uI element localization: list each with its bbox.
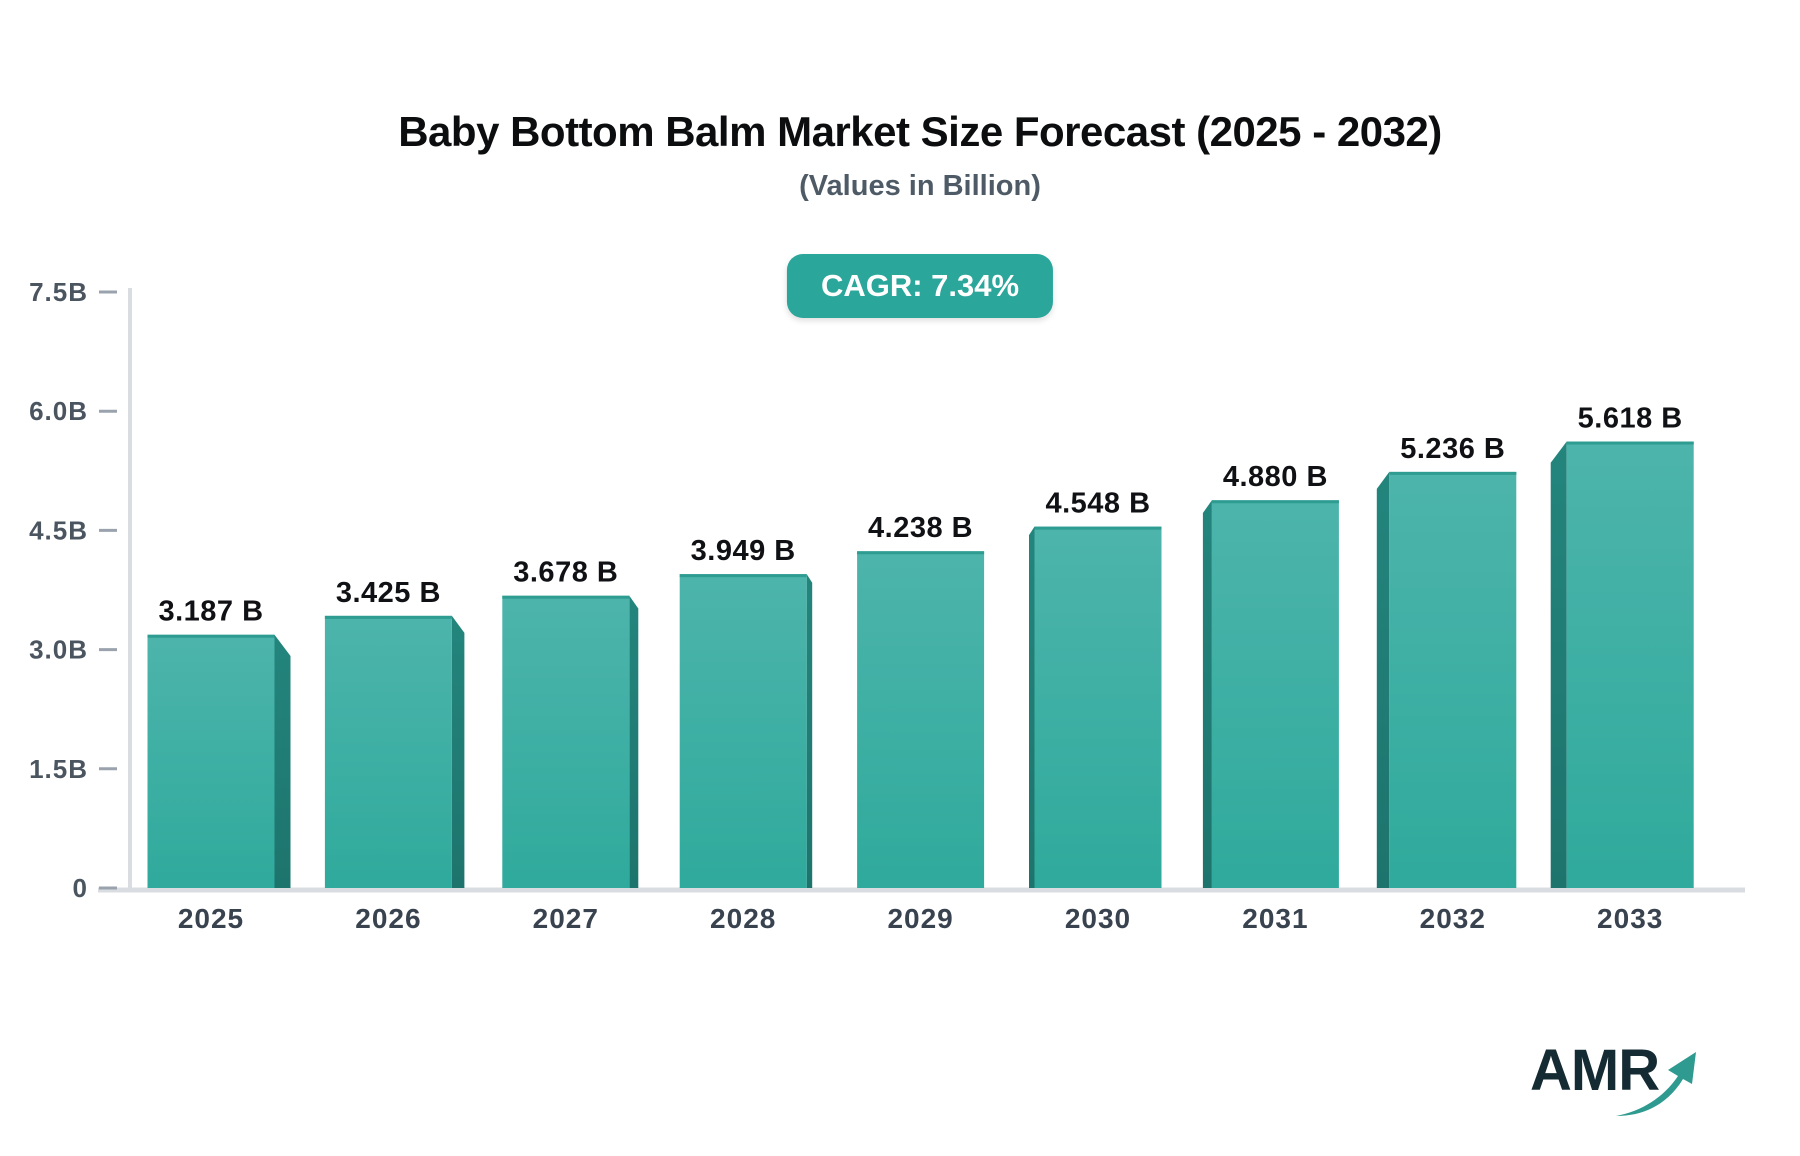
bar-2026 xyxy=(324,615,465,888)
bar-value-label: 3.949 B xyxy=(691,535,796,567)
bar-side-face xyxy=(629,595,639,888)
logo-arrow-icon xyxy=(1616,1052,1696,1116)
x-category-label: 2025 xyxy=(178,903,244,934)
bar-front-face xyxy=(147,634,275,888)
y-tick-label: 7.5B xyxy=(29,277,88,307)
y-tick-label: 1.5B xyxy=(29,754,88,784)
y-tick-label: 3.0B xyxy=(29,635,88,665)
x-category-label: 2032 xyxy=(1420,903,1486,934)
x-category-label: 2033 xyxy=(1597,903,1663,934)
bar-front-face xyxy=(324,615,452,888)
bar-value-label: 3.425 B xyxy=(336,577,441,609)
bar-2025 xyxy=(147,634,291,888)
bar-2028 xyxy=(679,574,813,888)
x-category-label: 2026 xyxy=(355,903,421,934)
bars-group xyxy=(147,441,1694,888)
bar-front-face xyxy=(1211,500,1339,888)
bar-value-label: 4.880 B xyxy=(1223,461,1328,493)
logo-text: AMR xyxy=(1530,1038,1659,1103)
x-category-label: 2029 xyxy=(887,903,953,934)
chart-subtitle: (Values in Billion) xyxy=(799,170,1041,202)
y-tick-label: 0 xyxy=(73,873,88,903)
bar-2032 xyxy=(1376,471,1517,888)
bar-2031 xyxy=(1202,500,1339,888)
bar-side-face xyxy=(1029,526,1035,888)
bar-side-face xyxy=(1202,500,1212,888)
bar-value-label: 4.238 B xyxy=(868,512,973,544)
amr-logo: AMR xyxy=(1530,1038,1696,1116)
chart-title: Baby Bottom Balm Market Size Forecast (2… xyxy=(398,108,1442,155)
bar-side-face xyxy=(451,615,465,888)
bar-value-label: 5.236 B xyxy=(1400,433,1505,465)
bar-value-label: 5.618 B xyxy=(1578,403,1683,435)
bar-front-face xyxy=(857,551,985,888)
bar-value-label: 3.187 B xyxy=(158,596,263,628)
labels-group: 3.187 B 2025 3.425 B 2026 3.678 B 2027 3.949 B… xyxy=(158,403,1682,934)
x-category-label: 2028 xyxy=(710,903,776,934)
y-tick-label: 6.0B xyxy=(29,396,88,426)
bar-value-label: 3.678 B xyxy=(513,557,618,589)
y-tick-label: 4.5B xyxy=(29,515,88,545)
bar-side-face xyxy=(274,634,291,888)
bar-side-face xyxy=(806,574,813,888)
axes: 0 1.5B 3.0B 4.5B 6.0B 7.5B xyxy=(29,277,1745,903)
x-category-label: 2030 xyxy=(1065,903,1131,934)
bar-value-label: 4.548 B xyxy=(1045,488,1150,520)
bar-front-face xyxy=(679,574,807,888)
cagr-badge: CAGR: 7.34% xyxy=(786,254,1054,318)
bar-2033 xyxy=(1550,441,1694,888)
bar-2027 xyxy=(502,595,639,888)
bar-side-face xyxy=(1550,441,1567,888)
bar-2029 xyxy=(857,551,985,888)
bar-front-face xyxy=(1566,441,1694,888)
bar-front-face xyxy=(502,595,630,888)
bar-front-face xyxy=(1034,526,1162,888)
bar-side-face xyxy=(1376,471,1390,888)
x-category-label: 2027 xyxy=(533,903,599,934)
bar-front-face xyxy=(1389,471,1517,888)
x-category-label: 2031 xyxy=(1242,903,1308,934)
bar-2030 xyxy=(1029,526,1162,888)
